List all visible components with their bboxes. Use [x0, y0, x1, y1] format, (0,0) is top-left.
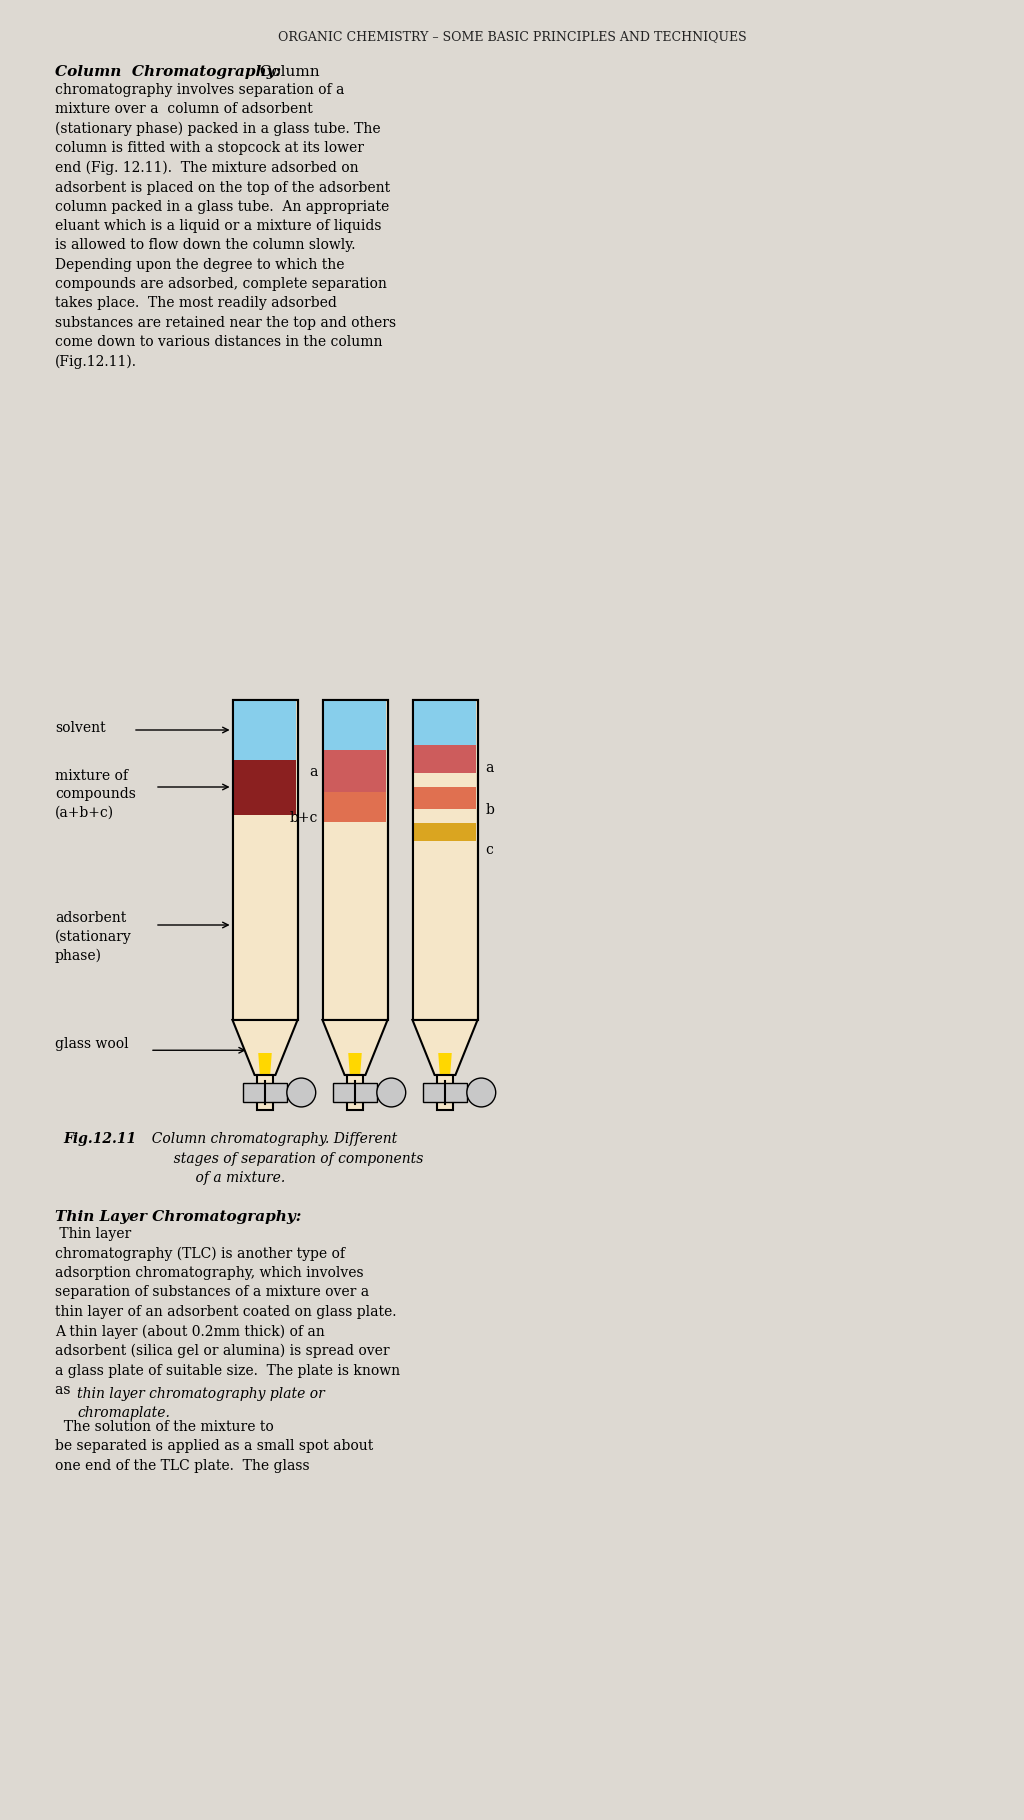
Bar	[324, 792, 386, 823]
Bar	[414, 774, 476, 786]
Circle shape	[467, 1077, 496, 1107]
Text: thin layer chromatography plate or
chromaplate.: thin layer chromatography plate or chrom…	[77, 1387, 325, 1420]
Bar	[423, 1083, 467, 1103]
Polygon shape	[232, 1019, 298, 1076]
Text: Fig.12.11: Fig.12.11	[63, 1132, 136, 1147]
Polygon shape	[413, 1019, 477, 1076]
Circle shape	[287, 1077, 315, 1107]
Bar	[414, 701, 476, 744]
Text: Column: Column	[255, 66, 319, 78]
Bar	[232, 701, 298, 1019]
Text: c: c	[485, 843, 494, 857]
Text: The solution of the mixture to
be separated is applied as a small spot about
one: The solution of the mixture to be separa…	[55, 1420, 374, 1472]
Text: b+c: b+c	[289, 812, 317, 824]
Polygon shape	[323, 1019, 387, 1076]
Bar	[234, 761, 296, 815]
Polygon shape	[438, 1054, 452, 1076]
Text: Column chromatography. Different
       stages of separation of components
     : Column chromatography. Different stages …	[143, 1132, 423, 1185]
Text: glass wool: glass wool	[55, 1037, 129, 1052]
Bar	[234, 815, 296, 1019]
Text: chromatography involves separation of a
mixture over a  column of adsorbent
(sta: chromatography involves separation of a …	[55, 84, 396, 369]
Bar	[414, 810, 476, 823]
Bar	[243, 1083, 287, 1103]
Bar	[257, 1076, 272, 1110]
Text: Thin layer
chromatography (TLC) is another type of
adsorption chromatography, wh: Thin layer chromatography (TLC) is anoth…	[55, 1227, 400, 1398]
Bar	[437, 1076, 453, 1110]
Bar	[414, 841, 476, 1019]
Bar	[324, 823, 386, 1019]
Text: ORGANIC CHEMISTRY – SOME BASIC PRINCIPLES AND TECHNIQUES: ORGANIC CHEMISTRY – SOME BASIC PRINCIPLE…	[278, 29, 746, 44]
Bar	[413, 701, 477, 1019]
Bar	[323, 701, 387, 1019]
Bar	[414, 823, 476, 841]
Bar	[414, 744, 476, 774]
Text: Thin Layer Chromatography:: Thin Layer Chromatography:	[55, 1210, 301, 1225]
Bar	[232, 701, 298, 1019]
Bar	[413, 701, 477, 1019]
Text: b: b	[485, 803, 495, 817]
Text: a: a	[485, 761, 494, 775]
Bar	[234, 701, 296, 761]
Bar	[323, 701, 387, 1019]
Polygon shape	[348, 1054, 361, 1076]
Bar	[324, 750, 386, 792]
Text: mixture of
compounds
(a+b+c): mixture of compounds (a+b+c)	[55, 770, 136, 819]
Bar	[347, 1076, 362, 1110]
Bar	[333, 1083, 377, 1103]
Polygon shape	[258, 1054, 271, 1076]
Text: a: a	[309, 764, 317, 779]
Bar	[324, 701, 386, 750]
Circle shape	[377, 1077, 406, 1107]
Text: Column  Chromatography:: Column Chromatography:	[55, 66, 282, 78]
Text: solvent: solvent	[55, 721, 105, 735]
Text: adsorbent
(stationary
phase): adsorbent (stationary phase)	[55, 912, 132, 963]
Bar	[414, 786, 476, 810]
